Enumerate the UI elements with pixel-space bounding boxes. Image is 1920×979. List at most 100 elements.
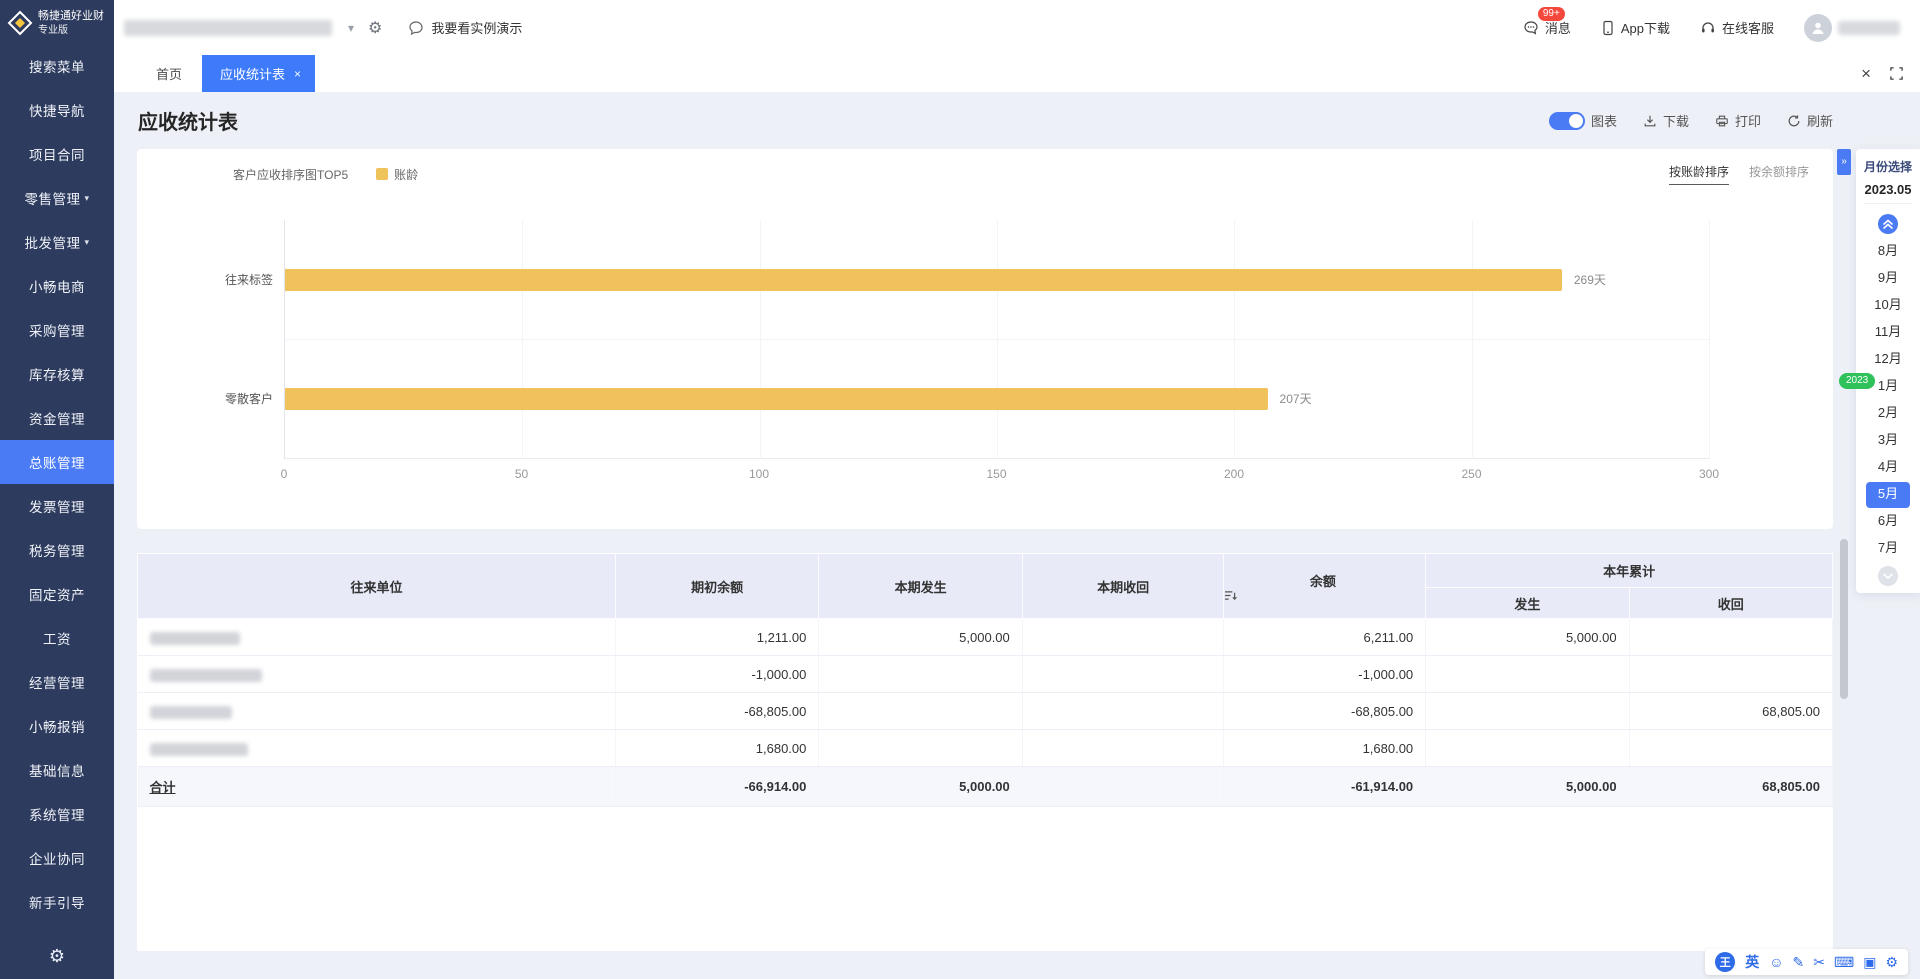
redacted-company-name xyxy=(124,19,332,36)
legend-color-swatch[interactable] xyxy=(376,168,389,180)
messages-badge: 99+ xyxy=(1537,7,1565,21)
table-cell xyxy=(818,692,1023,730)
gridline xyxy=(997,220,998,459)
sidebar-item-project-contract[interactable]: 项目合同 xyxy=(29,148,85,164)
table-row: 1,680.00 1,680.00 xyxy=(137,729,1834,767)
sidebar-item-tax-mgmt[interactable]: 税务管理 xyxy=(29,544,85,560)
print-label: 打印 xyxy=(1734,114,1761,129)
redacted-customer-name xyxy=(149,742,248,756)
table-cell: 5,000.00 xyxy=(1425,618,1630,656)
scroll-down-button[interactable] xyxy=(1856,563,1920,591)
chart-toggle[interactable]: 图表 xyxy=(1548,111,1617,130)
download-button[interactable]: 下载 xyxy=(1643,111,1689,130)
sort-option-1[interactable]: 按余额排序 xyxy=(1748,165,1809,179)
sort-icon[interactable] xyxy=(1224,590,1425,601)
chart-sort-options: 按账龄排序 按余额排序 xyxy=(1668,163,1809,185)
ime-logo-icon[interactable]: 王 xyxy=(1715,952,1736,972)
smiley-icon[interactable]: ☺ xyxy=(1769,954,1784,970)
month-item-7月[interactable]: 7月 xyxy=(1877,540,1899,555)
app-logo[interactable]: 畅捷通好业财 专业版 xyxy=(0,0,114,44)
table-cell: -1,000.00 xyxy=(615,655,820,693)
pen-icon[interactable]: ✎ xyxy=(1792,954,1805,970)
keyboard-icon[interactable]: ⌨ xyxy=(1833,954,1855,970)
month-item-6月[interactable]: 6月 xyxy=(1877,513,1899,528)
x-axis-ticks: 0 50 100 150 200 250 300 xyxy=(281,467,1719,483)
online-service-button[interactable]: 在线客服 xyxy=(1700,18,1774,37)
print-button[interactable]: 打印 xyxy=(1715,111,1761,130)
ime-language-toggle[interactable]: 英 xyxy=(1745,954,1760,970)
sidebar-item-search-menu[interactable]: 搜索菜单 xyxy=(29,60,85,76)
month-item-5月[interactable]: 5月 xyxy=(1866,482,1910,508)
sidebar-item-retail-mgmt[interactable]: 零售管理 ▾ xyxy=(24,192,90,208)
month-item-9月[interactable]: 9月 xyxy=(1877,270,1899,285)
sidebar-item-business-mgmt[interactable]: 经营管理 xyxy=(29,676,85,692)
col-header-ytd-incurred: 发生 xyxy=(1425,587,1630,619)
topbar: ▾ ⚙ 我要看实例演示 消息 99+ App下 xyxy=(114,0,1920,55)
sidebar-item-invoice-mgmt[interactable]: 发票管理 xyxy=(29,500,85,516)
user-area[interactable] xyxy=(1804,13,1900,42)
sidebar-item-payroll[interactable]: 工资 xyxy=(43,632,71,648)
sidebar-item-basic-info[interactable]: 基础信息 xyxy=(29,764,85,780)
total-cell: -61,914.00 xyxy=(1223,766,1427,807)
month-item-8月[interactable]: 8月 xyxy=(1877,243,1899,258)
toggle-switch[interactable] xyxy=(1548,111,1585,130)
sidebar-item-fixed-assets[interactable]: 固定资产 xyxy=(29,588,85,604)
close-icon[interactable]: × xyxy=(1861,64,1871,83)
chat-bubble-icon xyxy=(408,20,424,36)
app-download-button[interactable]: App下载 xyxy=(1601,18,1670,37)
month-item-2月[interactable]: 2月 xyxy=(1877,405,1899,420)
sidebar-item-general-ledger[interactable]: 总账管理 xyxy=(0,440,114,485)
refresh-icon xyxy=(1787,114,1801,128)
redacted-customer-name xyxy=(149,631,240,645)
download-icon xyxy=(1643,114,1657,128)
avatar[interactable] xyxy=(1804,13,1832,42)
toolbox-icon[interactable]: ▣ xyxy=(1863,954,1877,970)
month-item-1月[interactable]: 1月 xyxy=(1877,378,1899,393)
month-item-10月[interactable]: 10月 xyxy=(1874,297,1902,312)
total-link[interactable]: 合计 xyxy=(149,780,176,795)
month-item-4月[interactable]: 4月 xyxy=(1877,459,1899,474)
table-cell: 5,000.00 xyxy=(818,618,1023,656)
legend-series-label[interactable]: 账龄 xyxy=(394,167,419,182)
gear-icon: ⚙ xyxy=(48,945,66,966)
sidebar-item-fund-mgmt[interactable]: 资金管理 xyxy=(29,412,85,428)
sidebar-settings-button[interactable]: ⚙ xyxy=(0,933,114,979)
sort-option-0[interactable]: 按账龄排序 xyxy=(1668,163,1729,185)
refresh-button[interactable]: 刷新 xyxy=(1787,111,1833,130)
settings-icon[interactable]: ⚙ xyxy=(1885,954,1898,970)
gridline xyxy=(1471,220,1473,459)
sidebar-item-inventory-accounting[interactable]: 库存核算 xyxy=(29,368,85,384)
tab-receivables-statistics[interactable]: 应收统计表 × xyxy=(202,55,316,92)
fullscreen-icon[interactable] xyxy=(1889,66,1904,81)
collapse-panel-button[interactable]: » xyxy=(1837,149,1851,175)
brand-edition: 专业版 xyxy=(38,24,68,36)
redacted-customer-name xyxy=(149,705,232,719)
month-item-3月[interactable]: 3月 xyxy=(1877,432,1899,447)
scroll-up-button[interactable] xyxy=(1856,211,1920,239)
tab-home[interactable]: 首页 xyxy=(156,67,183,82)
sidebar-item-xiaochang-ecommerce[interactable]: 小畅电商 xyxy=(29,280,85,296)
month-item-12月[interactable]: 12月 xyxy=(1874,351,1902,366)
sidebar-item-purchase-mgmt[interactable]: 采购管理 xyxy=(29,324,85,340)
scrollbar-thumb[interactable] xyxy=(1840,539,1848,699)
scissors-icon[interactable]: ✂ xyxy=(1813,954,1825,970)
month-item-11月[interactable]: 11月 xyxy=(1874,324,1902,339)
tab-close-icon[interactable]: × xyxy=(294,66,302,81)
online-service-label: 在线客服 xyxy=(1721,21,1774,36)
demo-link[interactable]: 我要看实例演示 xyxy=(408,18,522,37)
messages-button[interactable]: 消息 99+ xyxy=(1523,7,1571,37)
scrollbar: » xyxy=(1837,149,1851,979)
sidebar-item-xiaochang-expense[interactable]: 小畅报销 xyxy=(29,720,85,736)
company-selector[interactable]: ▾ xyxy=(124,19,354,36)
x-tick-label: 50 xyxy=(514,467,529,481)
sidebar: 畅捷通好业财 专业版 搜索菜单快捷导航项目合同零售管理 ▾ 批发管理 ▾ 小畅电商采购管… xyxy=(0,0,114,979)
sidebar-item-wholesale-mgmt[interactable]: 批发管理 ▾ xyxy=(24,236,90,252)
category-label: 往来标签 xyxy=(224,272,273,287)
bar-value-label: 207天 xyxy=(1279,392,1312,407)
sidebar-item-enterprise-collab[interactable]: 企业协同 xyxy=(29,852,85,868)
sidebar-item-beginner-guide[interactable]: 新手引导 xyxy=(29,896,85,912)
topbar-settings-button[interactable]: ⚙ xyxy=(368,18,382,38)
sidebar-item-system-mgmt[interactable]: 系统管理 xyxy=(29,808,85,824)
sidebar-item-quick-nav[interactable]: 快捷导航 xyxy=(29,104,85,120)
table-row: -68,805.00 -68,805.00 68,805.00 xyxy=(137,692,1834,730)
